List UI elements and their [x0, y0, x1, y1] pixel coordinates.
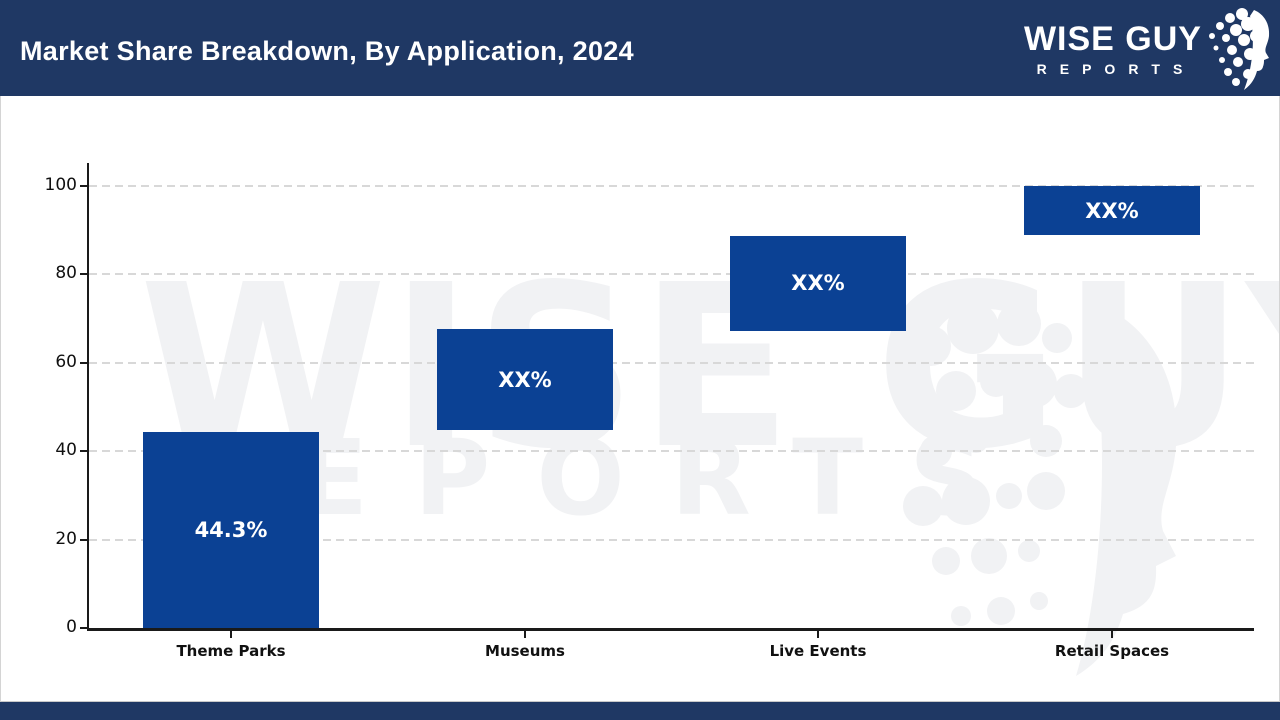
wiseguy-logo: WISE GUY REPORTS: [1020, 4, 1270, 94]
x-tick-mark: [1111, 631, 1113, 638]
x-category-label: Museums: [485, 642, 565, 660]
y-tick-mark: [80, 450, 87, 453]
x-tick-mark: [230, 631, 232, 638]
bar-value-label: XX%: [791, 271, 845, 296]
logo-wordmark: WISE GUY REPORTS: [1024, 20, 1202, 77]
y-tick-label: 40: [55, 440, 77, 461]
y-tick-label: 100: [44, 175, 77, 195]
x-tick-mark: [817, 631, 819, 638]
bar-value-label: XX%: [1085, 198, 1139, 223]
bar-value-label: 44.3%: [194, 518, 268, 543]
y-tick-mark: [80, 627, 87, 629]
x-category-label: Live Events: [769, 642, 867, 660]
y-tick-label: 0: [66, 617, 77, 637]
footer-bar: [0, 702, 1280, 720]
logo-line2: REPORTS: [1036, 61, 1196, 77]
y-tick-mark: [80, 273, 87, 276]
gridline-60: [89, 361, 1254, 364]
gridline-80: [89, 273, 1254, 276]
y-axis-line: [87, 163, 89, 628]
logo-face-icon: [1209, 8, 1270, 90]
gridline-100: [89, 185, 1254, 187]
y-tick-mark: [80, 185, 87, 187]
bar-retail-spaces: XX%: [1024, 186, 1200, 236]
bar-museums: XX%: [437, 329, 613, 431]
page-title: Market Share Breakdown, By Application, …: [20, 36, 634, 66]
gridline-20: [89, 538, 1254, 541]
bar-theme-parks: 44.3%: [143, 432, 319, 628]
bar-value-label: XX%: [498, 367, 552, 392]
header: Market Share Breakdown, By Application, …: [0, 0, 1280, 96]
logo-line1: WISE GUY: [1023, 20, 1202, 58]
y-tick-label: 20: [55, 528, 77, 549]
y-tick-mark: [80, 361, 87, 364]
x-category-label: Theme Parks: [176, 642, 286, 660]
gridline-40: [89, 450, 1254, 453]
watermark-face-icon: [903, 301, 1177, 676]
watermark-text-1: WISE GUY: [139, 237, 1279, 499]
y-tick-label: 80: [55, 263, 77, 284]
y-tick-label: 60: [55, 351, 77, 372]
x-axis-line: [87, 628, 1254, 631]
x-tick-mark: [524, 631, 526, 638]
chart-canvas: WISE GUY REPORTS 02040608010044.3%Theme …: [0, 96, 1280, 702]
x-category-label: Retail Spaces: [1054, 642, 1170, 660]
y-tick-mark: [80, 538, 87, 541]
bar-live-events: XX%: [730, 235, 906, 331]
